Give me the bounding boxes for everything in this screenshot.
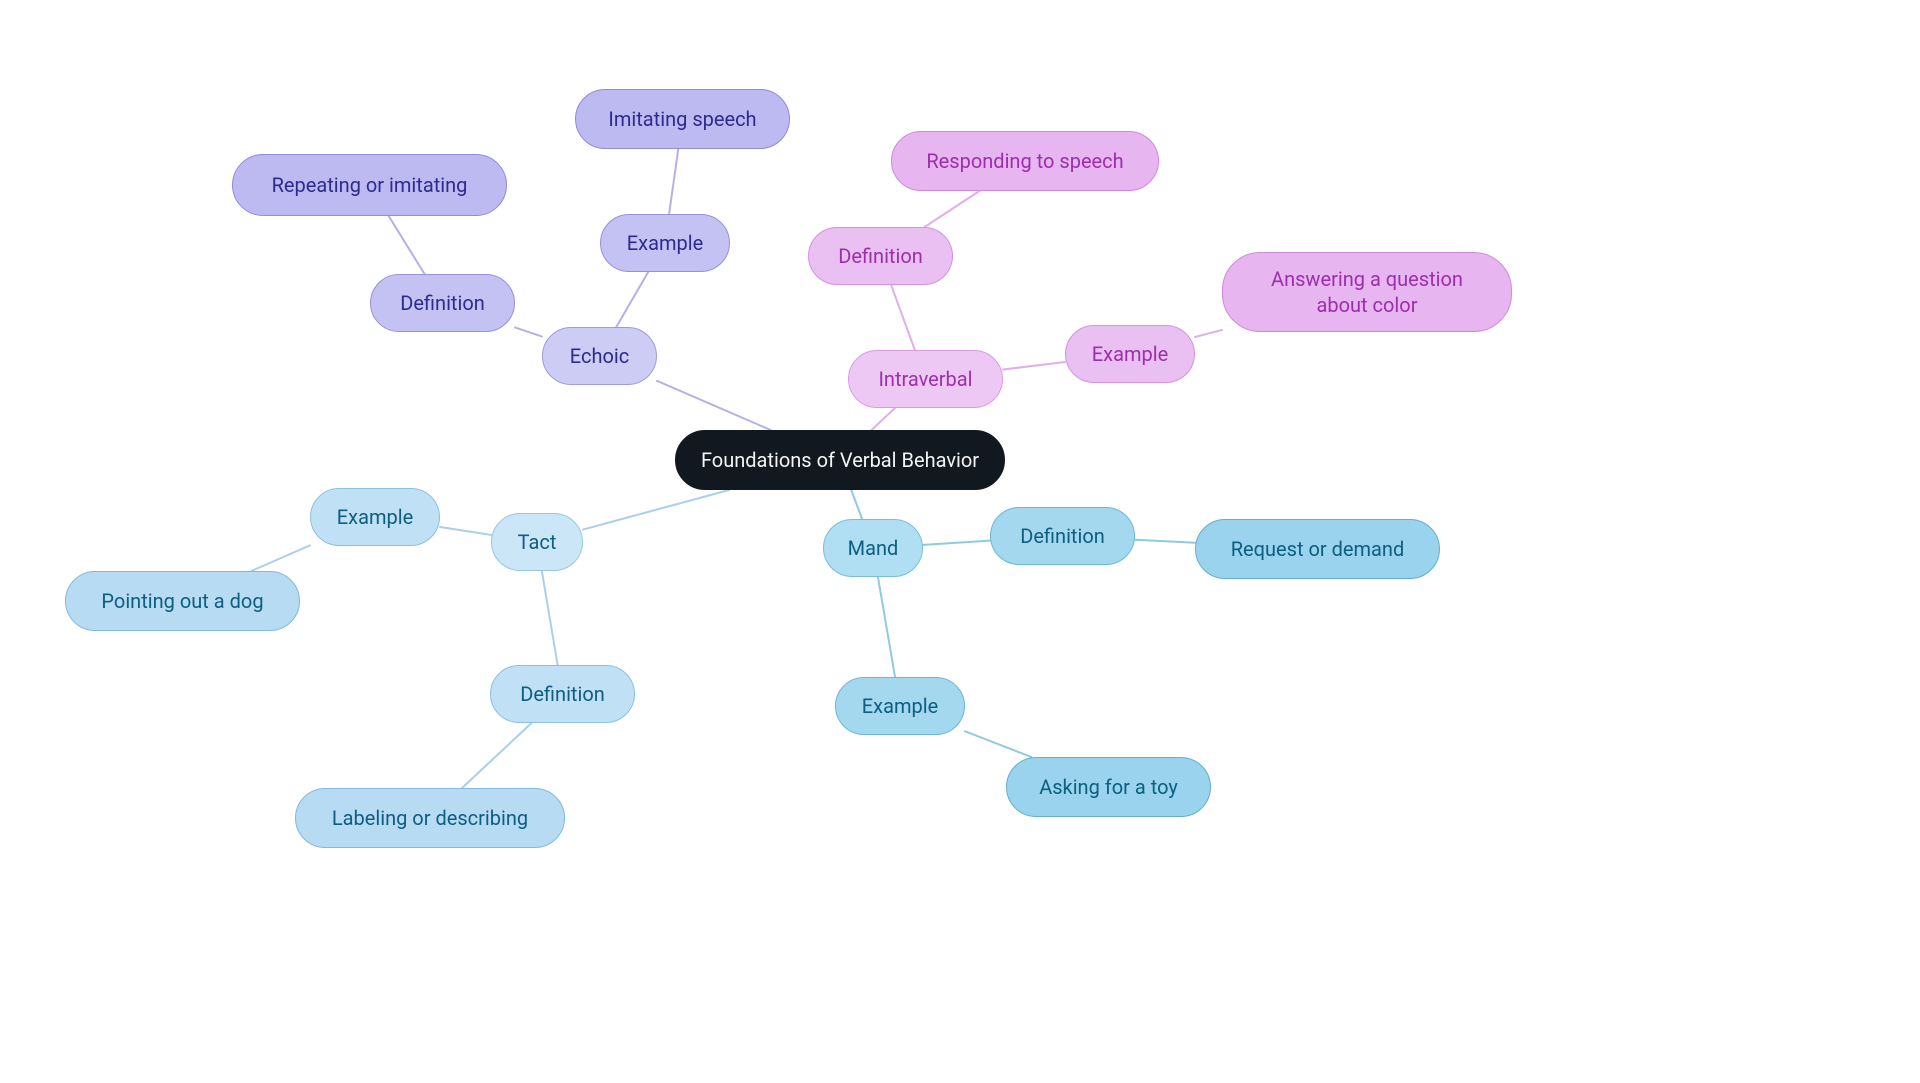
node-label: Imitating speech [608,106,756,132]
node-label: Example [627,230,703,256]
node-echoic-ex[interactable]: Example [600,214,730,272]
edge-echoic-echoic-def [515,327,542,336]
node-echoic-ex-val[interactable]: Imitating speech [575,89,790,149]
node-label: Echoic [570,343,629,369]
edge-intraverbal-intra-ex [1003,362,1065,370]
edge-mand-mand-ex [878,577,895,677]
node-tact-ex-val[interactable]: Pointing out a dog [65,571,300,631]
node-tact[interactable]: Tact [491,513,583,571]
node-intraverbal[interactable]: Intraverbal [848,350,1003,408]
node-mand-def-val[interactable]: Request or demand [1195,519,1440,579]
edge-root-tact [583,490,729,530]
edge-mand-mand-def [923,541,990,545]
edge-echoic-echoic-ex [616,272,648,327]
node-label: Foundations of Verbal Behavior [701,447,979,473]
node-label: Responding to speech [926,148,1123,174]
node-label: Intraverbal [878,366,972,392]
node-intra-def[interactable]: Definition [808,227,953,285]
node-label: Repeating or imitating [272,172,468,198]
node-label: Example [1092,341,1168,367]
node-label: Definition [520,681,605,707]
node-label: Labeling or describing [332,805,528,831]
node-echoic-def-val[interactable]: Repeating or imitating [232,154,507,216]
edge-tact-tact-def [542,571,558,665]
node-tact-def-val[interactable]: Labeling or describing [295,788,565,848]
node-echoic[interactable]: Echoic [542,327,657,385]
node-label: Mand [848,535,899,561]
node-mand-def[interactable]: Definition [990,507,1135,565]
edge-tact-ex-tact-ex-val [251,545,310,571]
edge-echoic-def-echoic-def-val [389,216,425,274]
edge-root-intraverbal [872,408,895,430]
node-label: Definition [1020,523,1105,549]
node-label: Request or demand [1231,536,1405,562]
node-echoic-def[interactable]: Definition [370,274,515,332]
node-label: Definition [400,290,485,316]
node-intra-ex[interactable]: Example [1065,325,1195,383]
node-label: Example [337,504,413,530]
node-intra-def-val[interactable]: Responding to speech [891,131,1159,191]
edge-mand-def-mand-def-val [1135,540,1195,543]
node-tact-def[interactable]: Definition [490,665,635,723]
node-label: Tact [518,529,557,555]
node-mand[interactable]: Mand [823,519,923,577]
edge-root-echoic [657,381,771,430]
edge-intra-def-intra-def-val [925,191,980,227]
node-intra-ex-val[interactable]: Answering a question about color [1222,252,1512,332]
edge-mand-ex-mand-ex-val [965,731,1031,757]
node-mand-ex[interactable]: Example [835,677,965,735]
node-root[interactable]: Foundations of Verbal Behavior [675,430,1005,490]
node-mand-ex-val[interactable]: Asking for a toy [1006,757,1211,817]
node-label: Answering a question about color [1251,266,1483,318]
edge-echoic-ex-echoic-ex-val [669,149,678,214]
node-label: Example [862,693,938,719]
edge-tact-def-tact-def-val [462,723,531,788]
node-label: Pointing out a dog [101,588,263,614]
edge-root-mand [851,490,862,519]
edge-tact-tact-ex [440,527,491,535]
node-label: Definition [838,243,923,269]
node-tact-ex[interactable]: Example [310,488,440,546]
mindmap-canvas: Foundations of Verbal Behavior Echoic Defi… [0,0,1920,1083]
edge-intraverbal-intra-def [891,285,915,350]
node-label: Asking for a toy [1039,774,1178,800]
edge-intra-ex-intra-ex-val [1195,330,1222,337]
